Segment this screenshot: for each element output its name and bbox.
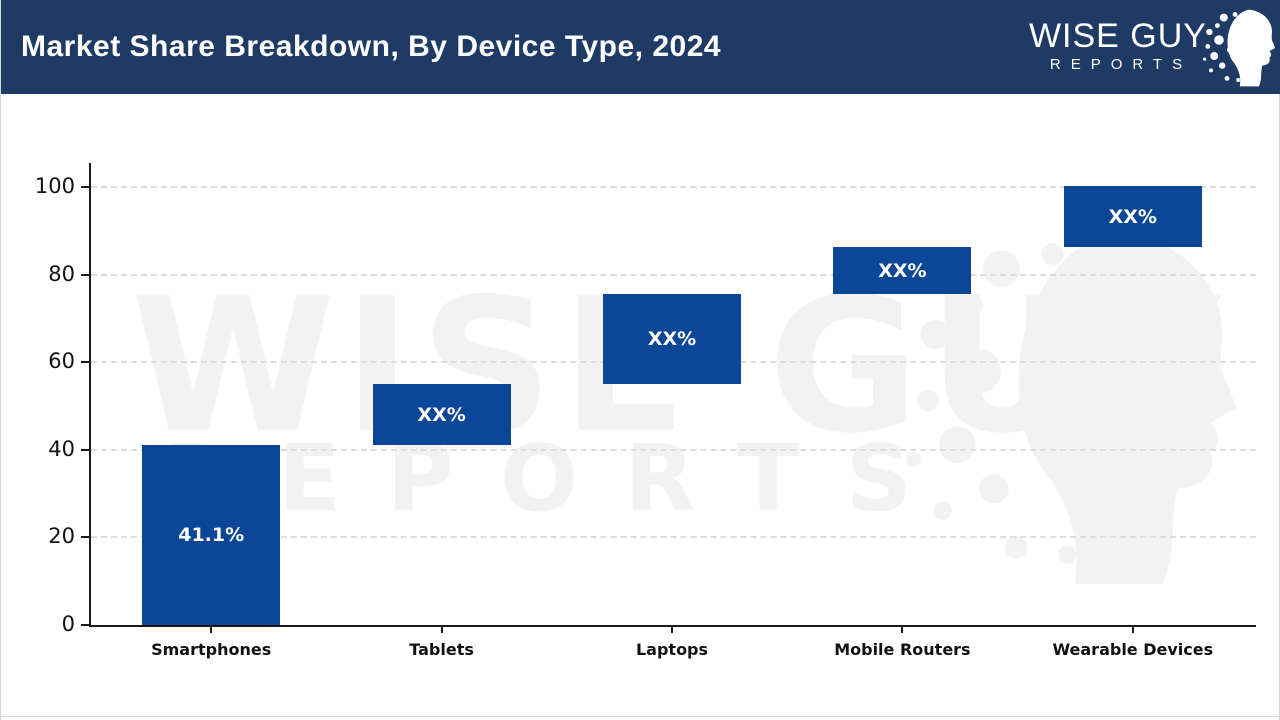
bar-value-label: XX% bbox=[417, 403, 466, 426]
y-tick-0 bbox=[81, 624, 89, 626]
y-tick-label-80: 80 bbox=[48, 261, 75, 286]
page-title: Market Share Breakdown, By Device Type, … bbox=[21, 30, 722, 63]
y-tick-60 bbox=[81, 361, 89, 364]
bar-laptops: XX% bbox=[603, 294, 741, 385]
x-category-label: Laptops bbox=[635, 640, 709, 659]
y-axis-line bbox=[89, 163, 91, 627]
y-tick-80 bbox=[81, 273, 89, 276]
logo-wordmark: WISE GUY bbox=[1028, 17, 1207, 55]
x-axis-line bbox=[89, 625, 1256, 627]
logo-subtitle: REPORTS bbox=[1049, 56, 1193, 73]
y-tick-label-40: 40 bbox=[48, 436, 75, 461]
bar-smartphones: 41.1% bbox=[142, 444, 281, 625]
bar-tablets: XX% bbox=[372, 384, 511, 445]
header: Market Share Breakdown, By Device Type, … bbox=[1, 0, 1280, 94]
bar-wearable-devices: XX% bbox=[1063, 186, 1202, 247]
y-tick-label-100: 100 bbox=[34, 174, 75, 198]
x-tick-3 bbox=[901, 625, 904, 633]
gridline-40 bbox=[91, 448, 1256, 451]
x-tick-1 bbox=[440, 625, 443, 633]
gridline-80 bbox=[91, 273, 1256, 276]
bar-mobile-routers: XX% bbox=[833, 247, 972, 295]
y-tick-label-20: 20 bbox=[48, 524, 75, 549]
bar-value-label: XX% bbox=[1108, 205, 1157, 228]
logo-head-icon bbox=[1203, 9, 1275, 87]
page-bottom-border bbox=[1, 716, 1280, 717]
y-tick-100 bbox=[81, 186, 89, 188]
x-category-label: Smartphones bbox=[151, 640, 272, 659]
x-tick-4 bbox=[1131, 625, 1134, 633]
x-category-label: Mobile Routers bbox=[834, 640, 971, 659]
logo-text: WISE GUY REPORTS bbox=[1029, 18, 1207, 73]
y-tick-label-60: 60 bbox=[48, 349, 75, 374]
x-category-label: Wearable Devices bbox=[1052, 640, 1214, 659]
y-tick-label-0: 0 bbox=[61, 612, 75, 636]
gridline-20 bbox=[91, 536, 1256, 539]
bar-value-label: XX% bbox=[647, 328, 697, 351]
bar-value-label: XX% bbox=[878, 259, 927, 282]
y-tick-20 bbox=[81, 536, 89, 539]
x-category-label: Tablets bbox=[409, 640, 474, 659]
bar-value-label: 41.1% bbox=[178, 523, 245, 546]
wiseguy-logo: WISE GUY REPORTS bbox=[1029, 4, 1275, 90]
gridline-100 bbox=[91, 186, 1256, 188]
x-tick-2 bbox=[671, 625, 673, 633]
y-tick-40 bbox=[81, 448, 89, 451]
x-tick-0 bbox=[210, 625, 213, 633]
